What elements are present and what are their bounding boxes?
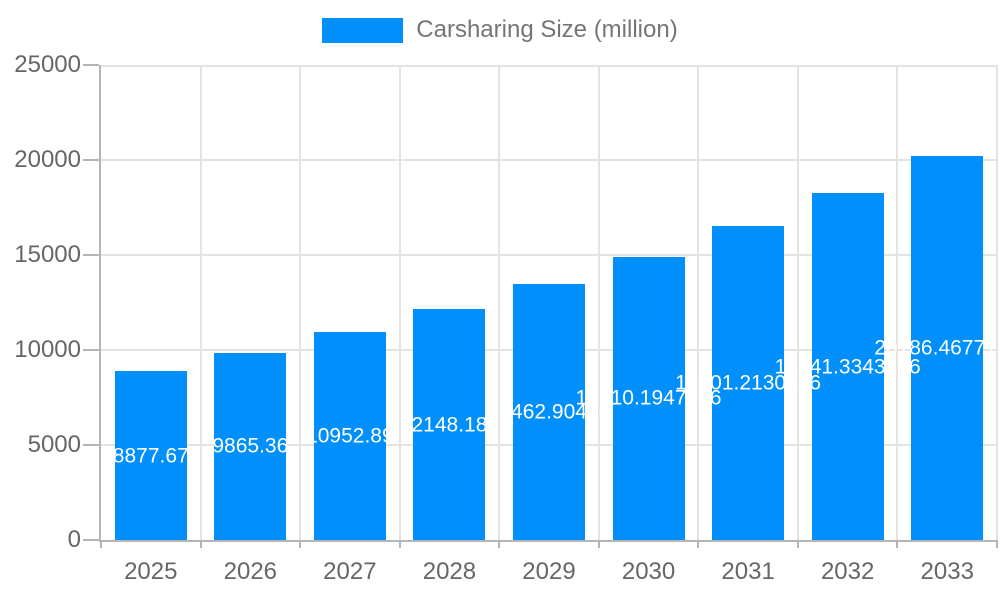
y-axis-tick bbox=[83, 64, 99, 66]
x-gridline bbox=[697, 65, 700, 540]
x-axis-label: 2033 bbox=[920, 558, 974, 585]
y-axis-tick bbox=[83, 254, 99, 256]
y-axis-label: 10000 bbox=[14, 336, 81, 363]
x-axis-tick bbox=[199, 540, 202, 548]
plot-area: 0 5000 10000 15000 20000 25000 2025 2026 2027 202… bbox=[14, 53, 1000, 586]
bar-2032[interactable] bbox=[811, 193, 884, 540]
bar-2030[interactable] bbox=[612, 256, 685, 540]
x-gridline bbox=[498, 65, 501, 540]
y-axis-label: 25000 bbox=[14, 51, 81, 78]
x-axis-tick bbox=[697, 540, 700, 548]
x-gridline bbox=[199, 65, 202, 540]
bar-2033[interactable] bbox=[911, 156, 984, 540]
x-axis-tick bbox=[398, 540, 401, 548]
x-axis-label: 2029 bbox=[522, 558, 576, 585]
legend-label: Carsharing Size (million) bbox=[416, 16, 678, 43]
y-axis-label: 0 bbox=[67, 526, 81, 553]
y-axis-tick bbox=[83, 539, 99, 541]
bar-2028[interactable] bbox=[413, 309, 486, 540]
x-gridline bbox=[398, 65, 401, 540]
x-gridline bbox=[996, 65, 998, 540]
x-axis-tick bbox=[299, 540, 302, 548]
bar-2025[interactable] bbox=[114, 371, 187, 540]
x-axis-tick bbox=[896, 540, 899, 548]
x-gridline bbox=[796, 65, 799, 540]
bar-2031[interactable] bbox=[712, 226, 785, 540]
y-gridline bbox=[101, 159, 997, 161]
y-axis-label: 5000 bbox=[27, 431, 81, 458]
bar-2027[interactable] bbox=[313, 331, 386, 540]
y-axis-label: 15000 bbox=[14, 241, 81, 268]
x-axis-label: 2032 bbox=[820, 558, 875, 585]
bar-2029[interactable] bbox=[513, 284, 585, 540]
bar-2026[interactable] bbox=[214, 352, 287, 540]
y-gridline bbox=[101, 254, 997, 256]
legend-swatch-icon bbox=[322, 17, 404, 43]
x-axis-tick bbox=[597, 540, 600, 548]
x-gridline bbox=[896, 65, 899, 540]
y-gridline bbox=[101, 65, 997, 67]
y-axis-tick bbox=[83, 159, 99, 161]
x-axis-tick bbox=[498, 540, 501, 548]
x-axis-label: 2026 bbox=[223, 558, 278, 585]
y-axis-tick bbox=[83, 349, 99, 351]
x-axis-tick bbox=[996, 540, 998, 548]
x-axis-tick bbox=[100, 540, 102, 548]
x-axis-label: 2025 bbox=[124, 558, 178, 585]
x-axis-tick bbox=[796, 540, 799, 548]
y-axis-tick bbox=[83, 444, 99, 446]
x-gridline bbox=[597, 65, 600, 540]
x-axis-label: 2027 bbox=[323, 558, 377, 585]
legend-item[interactable]: Carsharing Size (million) bbox=[0, 16, 1000, 43]
x-axis-label: 2028 bbox=[422, 558, 477, 585]
x-gridline bbox=[299, 65, 302, 540]
y-axis-label: 20000 bbox=[14, 146, 81, 173]
x-axis-label: 2030 bbox=[621, 558, 676, 585]
x-axis-label: 2031 bbox=[721, 558, 775, 585]
